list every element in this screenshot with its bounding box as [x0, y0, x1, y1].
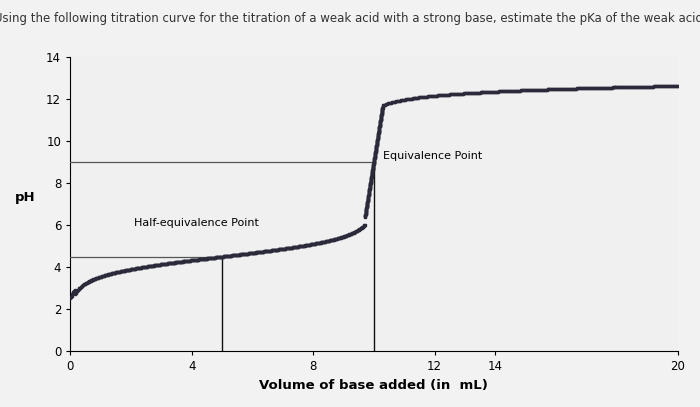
Text: Equivalence Point: Equivalence Point — [383, 151, 482, 161]
X-axis label: Volume of base added (in  mL): Volume of base added (in mL) — [260, 379, 489, 392]
Y-axis label: pH: pH — [15, 191, 36, 204]
Text: Half-equivalence Point: Half-equivalence Point — [134, 218, 259, 228]
Text: Using the following titration curve for the titration of a weak acid with a stro: Using the following titration curve for … — [0, 12, 700, 25]
